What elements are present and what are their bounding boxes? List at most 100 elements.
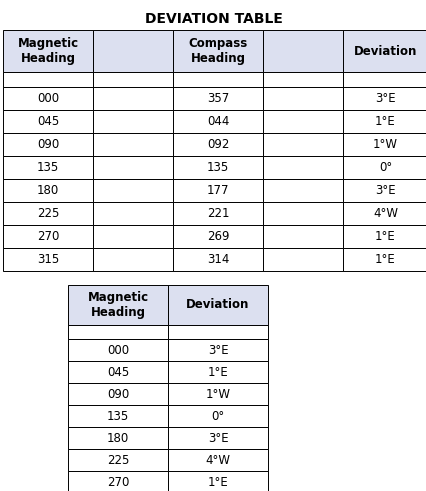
Bar xyxy=(3,225,93,248)
Bar xyxy=(173,179,262,202)
Bar xyxy=(3,87,93,110)
Text: 0°: 0° xyxy=(211,409,224,422)
Bar xyxy=(262,87,342,110)
Bar xyxy=(93,202,173,225)
Bar xyxy=(3,72,93,87)
Text: 044: 044 xyxy=(206,115,229,128)
Text: 4°W: 4°W xyxy=(205,454,230,466)
Text: 1°W: 1°W xyxy=(205,387,230,401)
Bar xyxy=(342,225,426,248)
Bar xyxy=(3,248,93,271)
Text: 090: 090 xyxy=(37,138,59,151)
Bar xyxy=(173,156,262,179)
Text: 3°E: 3°E xyxy=(374,92,395,105)
Bar xyxy=(173,225,262,248)
Text: 092: 092 xyxy=(206,138,229,151)
Bar xyxy=(342,179,426,202)
Bar xyxy=(68,449,167,471)
Bar xyxy=(167,427,268,449)
Bar xyxy=(262,110,342,133)
Bar xyxy=(262,156,342,179)
Bar xyxy=(68,325,167,339)
Bar xyxy=(342,156,426,179)
Text: 314: 314 xyxy=(206,253,229,266)
Bar xyxy=(173,87,262,110)
Bar xyxy=(167,383,268,405)
Bar xyxy=(167,339,268,361)
Bar xyxy=(342,248,426,271)
Bar xyxy=(173,202,262,225)
Bar xyxy=(173,30,262,72)
Text: 000: 000 xyxy=(37,92,59,105)
Text: 4°W: 4°W xyxy=(372,207,397,220)
Text: Magnetic
Heading: Magnetic Heading xyxy=(87,291,148,319)
Bar xyxy=(342,72,426,87)
Bar xyxy=(93,110,173,133)
Text: 135: 135 xyxy=(106,409,129,422)
Text: 180: 180 xyxy=(106,432,129,444)
Bar xyxy=(93,179,173,202)
Bar xyxy=(3,133,93,156)
Text: 1°E: 1°E xyxy=(374,115,395,128)
Bar xyxy=(3,179,93,202)
Bar xyxy=(93,72,173,87)
Bar xyxy=(68,471,167,491)
Text: Deviation: Deviation xyxy=(353,45,416,57)
Text: 3°E: 3°E xyxy=(207,344,228,356)
Text: 045: 045 xyxy=(106,365,129,379)
Text: 225: 225 xyxy=(37,207,59,220)
Bar xyxy=(68,427,167,449)
Bar xyxy=(93,225,173,248)
Text: 357: 357 xyxy=(206,92,229,105)
Bar xyxy=(342,202,426,225)
Bar xyxy=(167,361,268,383)
Bar xyxy=(262,30,342,72)
Bar xyxy=(93,30,173,72)
Bar xyxy=(68,361,167,383)
Bar xyxy=(167,405,268,427)
Text: 1°W: 1°W xyxy=(372,138,397,151)
Text: 225: 225 xyxy=(106,454,129,466)
Bar xyxy=(93,248,173,271)
Bar xyxy=(262,72,342,87)
Bar xyxy=(262,202,342,225)
Bar xyxy=(3,156,93,179)
Text: 000: 000 xyxy=(106,344,129,356)
Text: 135: 135 xyxy=(206,161,229,174)
Text: Magnetic
Heading: Magnetic Heading xyxy=(17,37,78,65)
Text: 270: 270 xyxy=(106,475,129,489)
Bar xyxy=(3,30,93,72)
Bar xyxy=(167,325,268,339)
Text: 045: 045 xyxy=(37,115,59,128)
Bar xyxy=(342,87,426,110)
Text: 090: 090 xyxy=(106,387,129,401)
Bar xyxy=(68,339,167,361)
Bar xyxy=(173,72,262,87)
Bar xyxy=(68,383,167,405)
Text: 0°: 0° xyxy=(378,161,391,174)
Text: 180: 180 xyxy=(37,184,59,197)
Bar xyxy=(3,110,93,133)
Text: 1°E: 1°E xyxy=(374,253,395,266)
Bar xyxy=(93,87,173,110)
Text: 135: 135 xyxy=(37,161,59,174)
Bar xyxy=(342,110,426,133)
Bar xyxy=(173,110,262,133)
Bar xyxy=(93,156,173,179)
Bar xyxy=(3,202,93,225)
Text: 315: 315 xyxy=(37,253,59,266)
Text: 1°E: 1°E xyxy=(374,230,395,243)
Text: 270: 270 xyxy=(37,230,59,243)
Bar xyxy=(167,285,268,325)
Text: 269: 269 xyxy=(206,230,229,243)
Text: Deviation: Deviation xyxy=(186,299,249,311)
Bar xyxy=(342,133,426,156)
Text: 1°E: 1°E xyxy=(207,475,228,489)
Text: 1°E: 1°E xyxy=(207,365,228,379)
Bar xyxy=(68,285,167,325)
Text: 3°E: 3°E xyxy=(207,432,228,444)
Bar xyxy=(173,248,262,271)
Bar xyxy=(167,471,268,491)
Bar xyxy=(262,225,342,248)
Bar xyxy=(68,405,167,427)
